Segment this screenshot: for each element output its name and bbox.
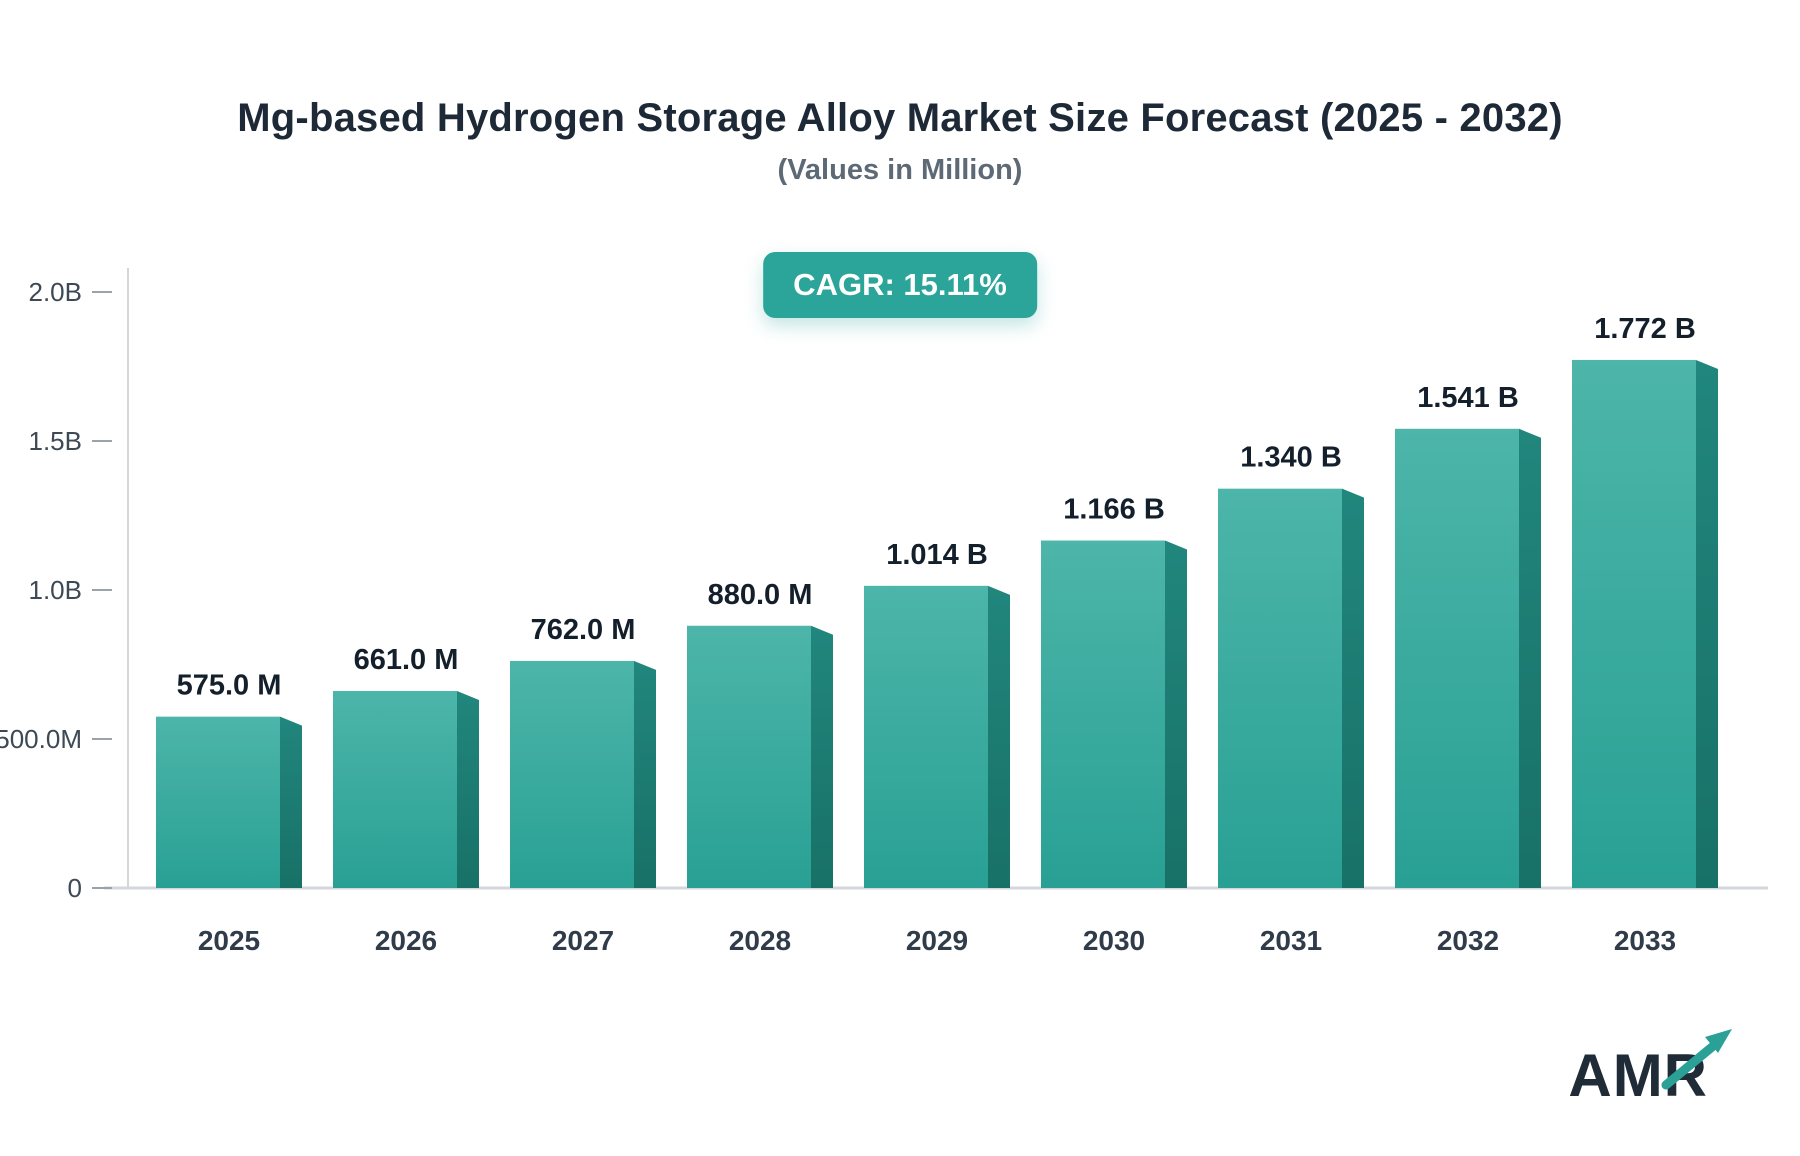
bar-side-2028 [811,625,833,888]
x-tick-label: 2027 [552,925,614,956]
x-tick-label: 2033 [1614,925,1676,956]
bar-value-label: 575.0 M [177,670,282,702]
bar-2027 [510,660,634,888]
bar-2026 [333,691,457,888]
chart-title: Mg-based Hydrogen Storage Alloy Market S… [237,96,1563,140]
bar-side-2031 [1342,488,1364,888]
chart-subtitle: (Values in Million) [777,154,1023,186]
bar-side-2026 [457,691,479,888]
bar-value-label: 661.0 M [354,644,459,676]
bar-2030 [1041,540,1165,888]
y-tick-label: 1.0B [29,575,83,605]
x-tick-label: 2032 [1437,925,1499,956]
bar-value-label: 1.541 B [1417,382,1519,414]
bar-side-2033 [1696,359,1718,889]
bar-side-2032 [1519,428,1541,888]
x-tick-label: 2030 [1083,925,1145,956]
y-tick-label: 2.0B [29,277,83,307]
x-tick-label: 2028 [729,925,791,956]
x-tick-label: 2029 [906,925,968,956]
bar-value-label: 762.0 M [531,614,636,646]
bar-2029 [864,585,988,888]
cagr-badge: CAGR: 15.11% [763,252,1037,318]
bar-side-2027 [634,660,656,888]
bar-side-2030 [1165,540,1187,888]
bar-value-label: 1.166 B [1063,494,1165,526]
chart-header: Mg-based Hydrogen Storage Alloy Market S… [0,0,1800,187]
y-tick-label: 500.0M [0,724,82,754]
x-tick-label: 2025 [198,925,260,956]
bar-2031 [1218,488,1342,888]
amr-logo: AMR [1568,1029,1732,1110]
bar-value-label: 880.0 M [708,579,813,611]
x-tick-label: 2031 [1260,925,1322,956]
y-tick-label: 0 [68,873,82,903]
bar-2032 [1395,428,1519,888]
y-tick-label: 1.5B [29,426,83,456]
bar-2033 [1572,359,1696,889]
bar-2025 [156,716,280,888]
bar-value-label: 1.772 B [1594,313,1696,345]
x-tick-label: 2026 [375,925,437,956]
bar-side-2025 [280,716,302,888]
bar-side-2029 [988,585,1010,888]
bar-2028 [687,625,811,888]
bar-value-label: 1.340 B [1240,442,1342,474]
bar-value-label: 1.014 B [886,539,988,571]
logo-arrow-icon [1661,1029,1732,1090]
